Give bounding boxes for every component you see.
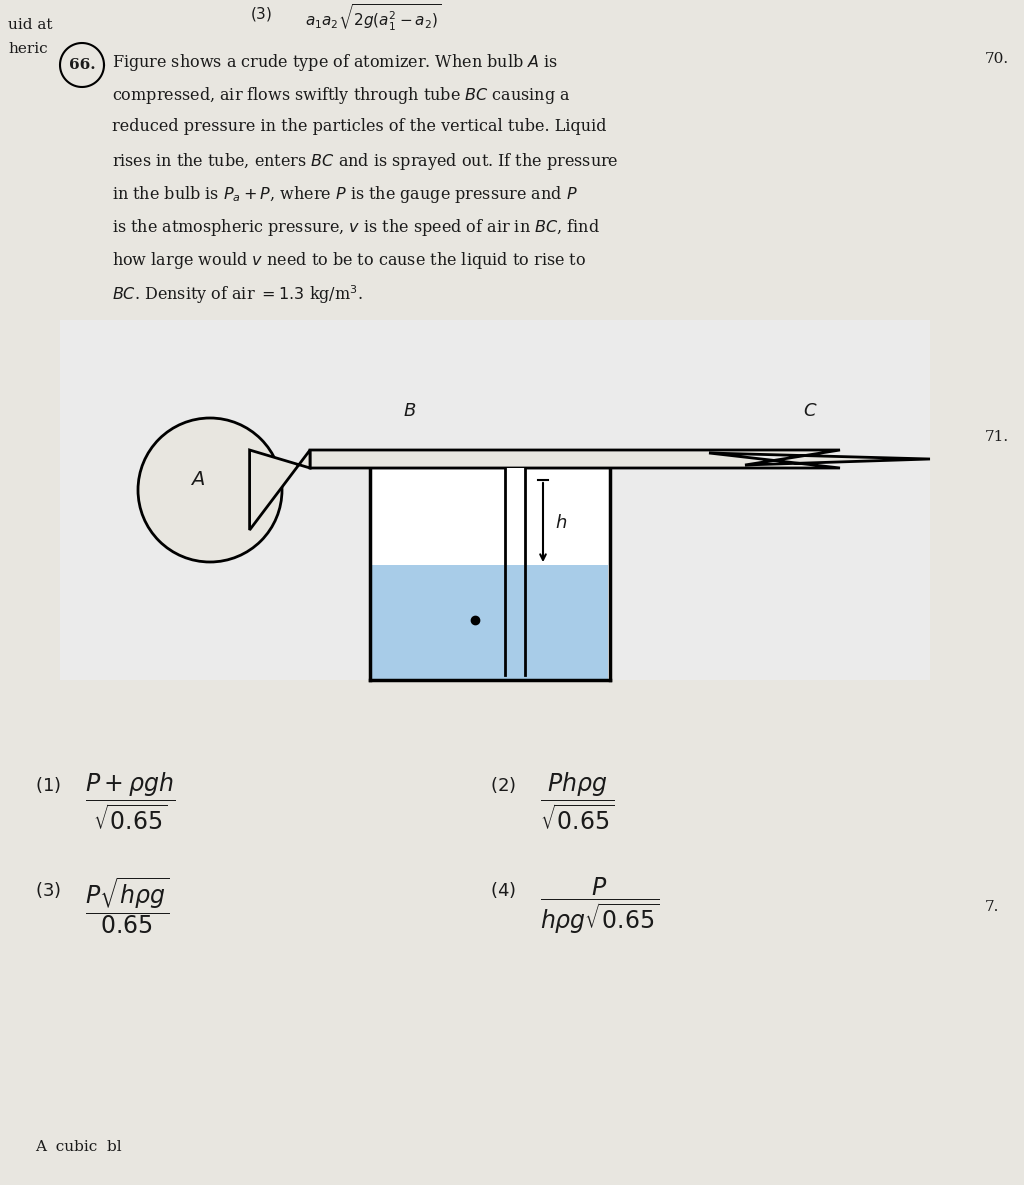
Text: $a_1a_2\sqrt{2g(a_1^2-a_2)}$: $a_1a_2\sqrt{2g(a_1^2-a_2)}$ [305, 4, 441, 33]
Text: 70.: 70. [985, 52, 1009, 66]
Text: $C$: $C$ [803, 402, 817, 419]
Polygon shape [310, 450, 930, 468]
Text: $(3)$: $(3)$ [35, 880, 60, 899]
Text: $A$: $A$ [190, 470, 206, 489]
Text: $\dfrac{P}{h\rho g\sqrt{0.65}}$: $\dfrac{P}{h\rho g\sqrt{0.65}}$ [540, 875, 659, 936]
Polygon shape [250, 450, 310, 530]
Text: how large would $v$ need to be to cause the liquid to rise to: how large would $v$ need to be to cause … [112, 250, 586, 271]
Text: $BC$. Density of air $= 1.3$ kg/m$^3$.: $BC$. Density of air $= 1.3$ kg/m$^3$. [112, 283, 362, 306]
Text: $h$: $h$ [555, 513, 567, 532]
Text: reduced pressure in the particles of the vertical tube. Liquid: reduced pressure in the particles of the… [112, 118, 606, 135]
Bar [505, 468, 525, 565]
Bar [60, 320, 930, 680]
Text: $B$: $B$ [403, 402, 417, 419]
Circle shape [138, 418, 282, 562]
Text: heric: heric [8, 41, 48, 56]
Bar [372, 565, 608, 680]
Text: $\dfrac{Ph\rho g}{\sqrt{0.65}}$: $\dfrac{Ph\rho g}{\sqrt{0.65}}$ [540, 770, 614, 832]
Text: Figure shows a crude type of atomizer. When bulb $A$ is: Figure shows a crude type of atomizer. W… [112, 52, 558, 73]
Bar [370, 470, 610, 680]
Text: 7.: 7. [985, 899, 999, 914]
Text: is the atmospheric pressure, $v$ is the speed of air in $BC$, find: is the atmospheric pressure, $v$ is the … [112, 217, 600, 238]
Text: compressed, air flows swiftly through tube $BC$ causing a: compressed, air flows swiftly through tu… [112, 85, 570, 105]
Text: A  cubic  bl: A cubic bl [35, 1140, 122, 1154]
Text: $\dfrac{P\sqrt{h\rho g}}{0.65}$: $\dfrac{P\sqrt{h\rho g}}{0.65}$ [85, 875, 169, 936]
Text: 66.: 66. [69, 58, 95, 72]
Text: uid at: uid at [8, 18, 52, 32]
Text: $\dfrac{P + \rho gh}{\sqrt{0.65}}$: $\dfrac{P + \rho gh}{\sqrt{0.65}}$ [85, 770, 175, 832]
Text: in the bulb is $P_a + P$, where $P$ is the gauge pressure and $P$: in the bulb is $P_a + P$, where $P$ is t… [112, 184, 578, 205]
Text: 71.: 71. [985, 430, 1009, 444]
Text: $(2)$: $(2)$ [490, 775, 516, 795]
Text: $(3)$: $(3)$ [250, 5, 272, 23]
Text: $(4)$: $(4)$ [490, 880, 516, 899]
Text: rises in the tube, enters $BC$ and is sprayed out. If the pressure: rises in the tube, enters $BC$ and is sp… [112, 150, 618, 172]
Text: $(1)$: $(1)$ [35, 775, 60, 795]
